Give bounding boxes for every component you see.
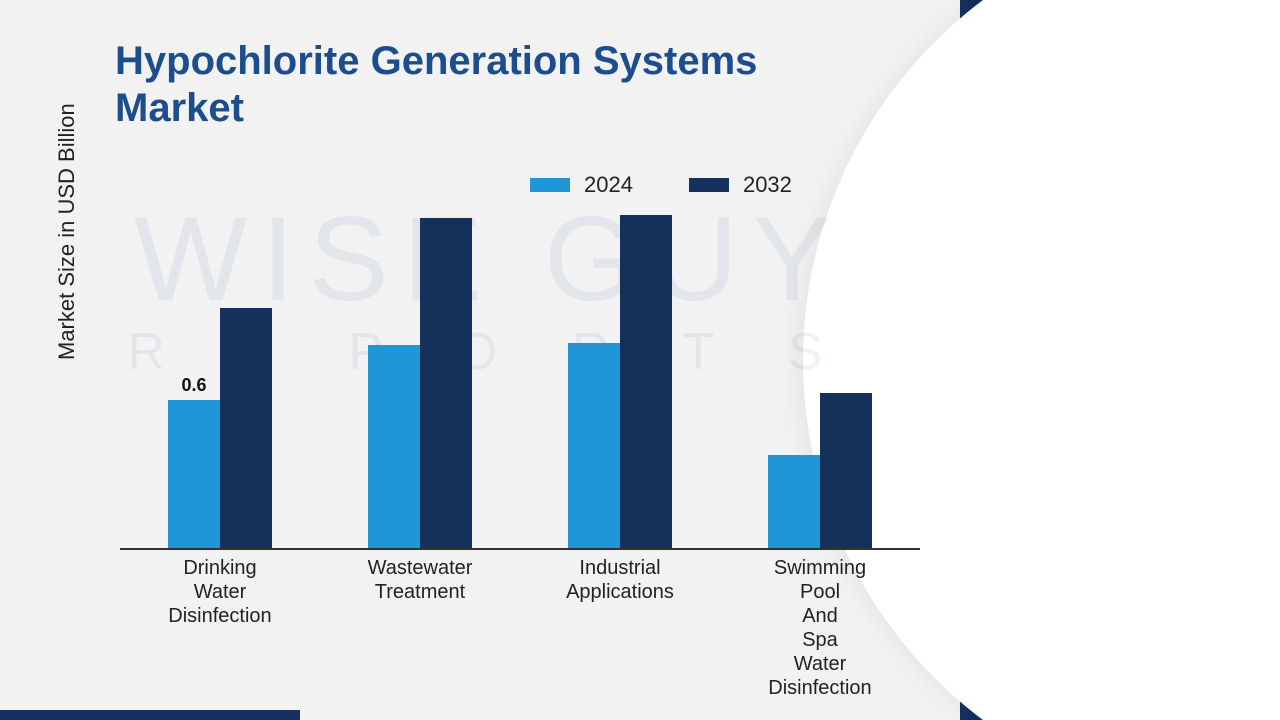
data-label: 0.6 xyxy=(181,375,206,396)
x-axis-label: SwimmingPoolAndSpaWaterDisinfection xyxy=(720,556,920,700)
bar xyxy=(620,215,672,550)
legend-item-2024: 2024 xyxy=(530,172,633,198)
x-axis-label: WastewaterTreatment xyxy=(320,556,520,700)
bar xyxy=(768,455,820,550)
bar-group xyxy=(320,200,520,550)
brand-logo: WISE GUY R E P O R T S xyxy=(1062,22,1256,74)
brand-line1: WISE GUY xyxy=(1062,22,1256,56)
bar xyxy=(220,308,272,551)
bar xyxy=(568,343,620,551)
bar xyxy=(820,393,872,551)
bar-group xyxy=(720,200,920,550)
legend: 2024 2032 xyxy=(530,172,792,198)
x-axis-line xyxy=(120,548,920,550)
bar-pair xyxy=(368,218,472,551)
brand-line2: R E P O R T S xyxy=(1062,58,1256,74)
bar-pair xyxy=(768,393,872,551)
legend-item-2032: 2032 xyxy=(689,172,792,198)
bar-group: 0.6 xyxy=(120,200,320,550)
x-axis-label: DrinkingWaterDisinfection xyxy=(120,556,320,700)
bar-group xyxy=(520,200,720,550)
x-axis-label: IndustrialApplications xyxy=(520,556,720,700)
bar xyxy=(168,400,220,550)
bottom-accent-bar xyxy=(0,710,300,720)
bar-pair xyxy=(568,215,672,550)
bar-groups: 0.6 xyxy=(120,200,920,550)
legend-label-2032: 2032 xyxy=(743,172,792,198)
legend-label-2024: 2024 xyxy=(584,172,633,198)
bar xyxy=(420,218,472,551)
bar-pair xyxy=(168,308,272,551)
chart-plot-area: 0.6 xyxy=(120,200,920,550)
legend-swatch-2032 xyxy=(689,178,729,192)
legend-swatch-2024 xyxy=(530,178,570,192)
page-title: Hypochlorite Generation Systems Market xyxy=(115,38,835,132)
infographic-canvas: WISE GUY R E P O R T S Hypochlorite Gene… xyxy=(0,0,1280,720)
y-axis-label: Market Size in USD Billion xyxy=(54,103,80,360)
bar xyxy=(368,345,420,550)
x-axis-labels: DrinkingWaterDisinfectionWastewaterTreat… xyxy=(120,556,920,700)
